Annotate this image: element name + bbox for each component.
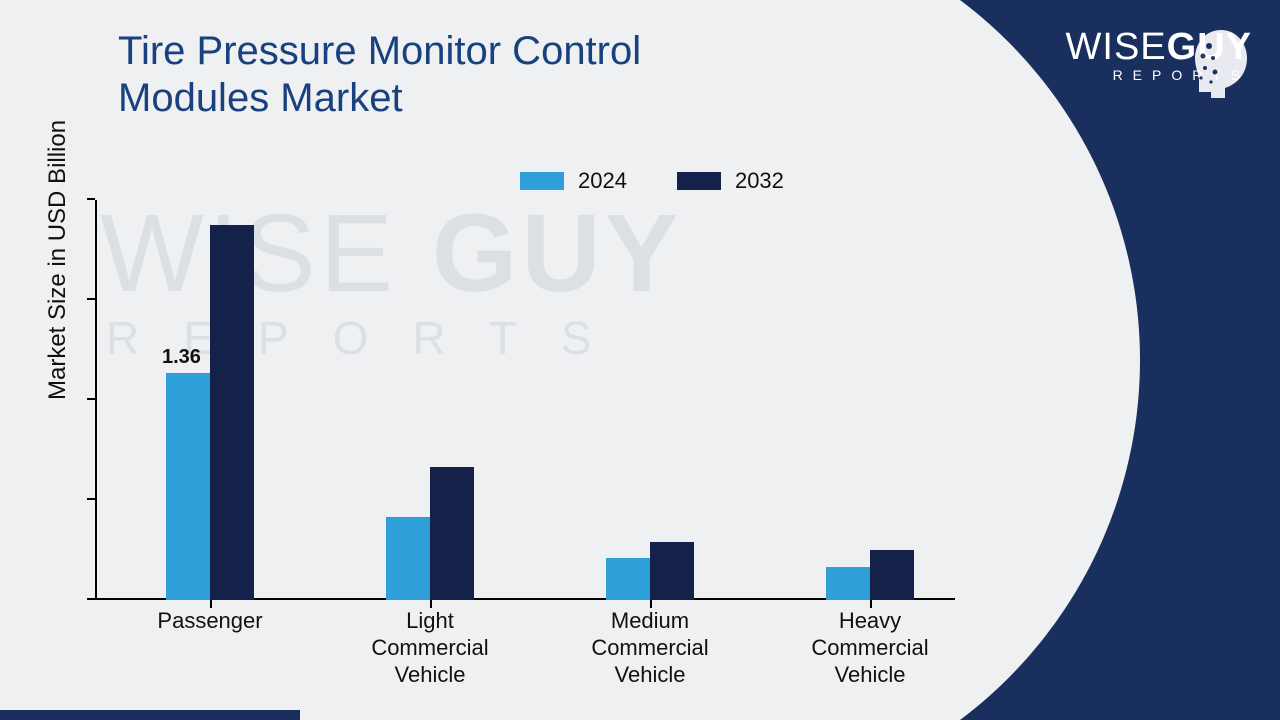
bar-group [166,225,254,600]
bottom-accent-stripe [0,710,300,720]
category-label: Passenger [120,608,300,635]
y-tick [87,598,95,600]
legend-label-2024: 2024 [578,168,627,194]
legend-swatch-2024 [520,172,564,190]
bar [606,558,650,600]
chart-title: Tire Pressure Monitor Control Modules Ma… [118,28,738,122]
chart-canvas: WISEGUY REPORTS WISE GUY REPORTS Tire Pr… [0,0,1280,720]
y-axis-line [95,200,97,600]
legend-item-2032: 2032 [677,168,784,194]
x-tick [650,600,652,608]
x-tick [210,600,212,608]
bar [826,567,870,600]
brand-head-icon [1190,28,1252,100]
bar-group [386,467,474,600]
bar-group [606,542,694,600]
legend: 2024 2032 [520,168,784,194]
legend-item-2024: 2024 [520,168,627,194]
bar [386,517,430,600]
brand-logo: WISEGUY REPORTS [1066,28,1252,82]
y-tick [87,398,95,400]
y-tick [87,298,95,300]
bar-group [826,550,914,600]
bar [870,550,914,600]
category-label: Heavy Commercial Vehicle [780,608,960,688]
y-tick [87,198,95,200]
bar [430,467,474,600]
y-axis-label: Market Size in USD Billion [44,120,72,400]
category-label: Light Commercial Vehicle [340,608,520,688]
plot-area: 1.36PassengerLight Commercial VehicleMed… [95,200,955,600]
legend-swatch-2032 [677,172,721,190]
x-tick [870,600,872,608]
bar [650,542,694,600]
category-label: Medium Commercial Vehicle [560,608,740,688]
y-tick [87,498,95,500]
legend-label-2032: 2032 [735,168,784,194]
brand-word-1: WISE [1066,26,1167,68]
bar [210,225,254,600]
bar [166,373,210,600]
x-tick [430,600,432,608]
